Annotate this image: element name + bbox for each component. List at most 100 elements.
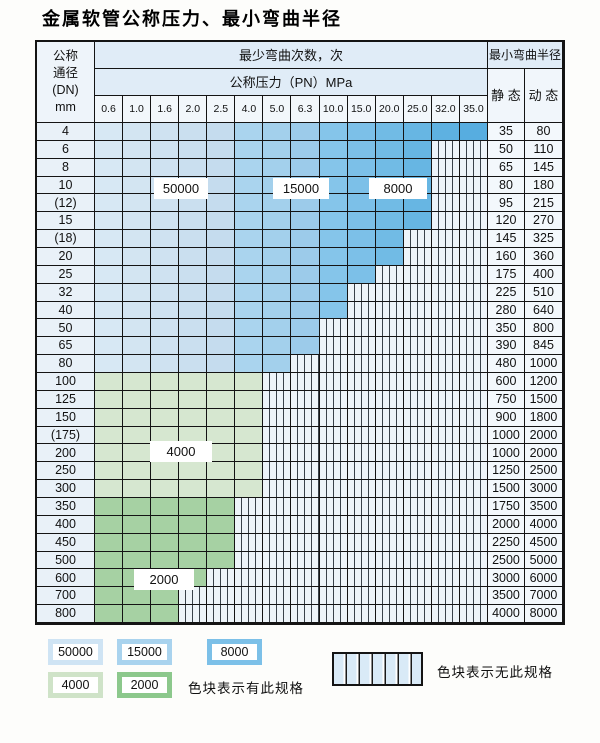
spec-available-cell [95,194,124,213]
spec-available-cell [123,444,152,463]
pressure-tick: 25.0 [403,96,432,123]
no-spec-cell [375,301,404,320]
spec-available-cell [375,248,404,266]
nominal-pressure-header: 公称压力（PN）MPa [95,69,488,96]
spec-available-cell [319,158,348,177]
dn-header-cell: 公称 通径 (DN) mm [37,42,95,123]
no-spec-cell [459,265,488,284]
spec-available-cell [291,212,320,231]
spec-available-cell [263,158,292,177]
no-spec-cell [431,426,460,445]
no-spec-cell [431,569,460,588]
legend-swatch-2000: 2000 [117,672,172,698]
spec-available-cell [179,230,208,248]
no-spec-cell [459,230,488,248]
no-spec-cell [431,212,460,231]
spec-available-cell [347,212,376,231]
no-spec-cell [459,408,488,427]
spec-available-cell [207,426,236,445]
no-spec-cell [375,498,404,516]
spec-available-cell [207,355,236,373]
dn-value-cell: 150 [37,408,95,427]
spec-available-cell [207,462,236,481]
no-spec-cell [319,355,348,373]
dynamic-column-header: 动 态 [524,69,563,123]
legend-has-spec-text: 色块表示有此规格 [188,681,304,696]
dynamic-radius-cell: 3500 [524,498,563,516]
spec-available-cell [151,462,180,481]
no-spec-cell [431,373,460,391]
no-spec-cell [347,408,376,427]
static-radius-cell: 160 [487,248,525,266]
spec-available-cell [179,123,208,141]
dn-value-cell: 32 [37,283,95,302]
cycle-count-flag: 2000 [134,569,194,590]
dn-value-cell: 100 [37,373,95,391]
no-spec-cell [403,605,432,623]
no-spec-cell [403,480,432,498]
no-spec-cell [403,248,432,266]
spec-available-cell [207,408,236,427]
no-spec-cell [291,587,320,606]
spec-available-cell [235,194,264,213]
dn-value-cell: (18) [37,230,95,248]
spec-available-cell [179,462,208,481]
no-spec-cell [319,480,348,498]
static-radius-cell: 225 [487,283,525,302]
no-spec-cell [403,355,432,373]
static-radius-cell: 2500 [487,551,525,570]
dn-value-cell: 50 [37,319,95,338]
spec-available-cell [235,373,264,391]
no-spec-cell [319,515,348,534]
no-spec-cell [291,390,320,409]
spec-available-cell [179,373,208,391]
spec-available-cell [179,355,208,373]
spec-available-cell [319,301,348,320]
no-spec-cell [375,337,404,356]
legend-no-spec-swatch [332,652,423,686]
dynamic-radius-cell: 4000 [524,515,563,534]
spec-available-cell [123,551,152,570]
spec-available-cell [151,498,180,516]
spec-available-cell [123,140,152,159]
pressure-tick: 0.6 [95,96,124,123]
spec-available-cell [95,337,124,356]
no-spec-cell [263,408,292,427]
no-spec-cell [403,230,432,248]
no-spec-cell [403,587,432,606]
spec-available-cell [207,498,236,516]
spec-available-cell [179,480,208,498]
dn-value-cell: 65 [37,337,95,356]
no-spec-cell [263,462,292,481]
dynamic-radius-cell: 800 [524,319,563,338]
no-spec-cell [347,319,376,338]
no-spec-cell [291,373,320,391]
no-spec-cell [459,426,488,445]
spec-available-cell [207,480,236,498]
spec-available-cell [95,176,124,195]
spec-available-cell [207,248,236,266]
dynamic-radius-cell: 4500 [524,533,563,552]
no-spec-cell [459,551,488,570]
no-spec-cell [347,355,376,373]
no-spec-cell [431,498,460,516]
no-spec-cell [459,283,488,302]
no-spec-cell [431,515,460,534]
no-spec-cell [403,426,432,445]
dn-value-cell: 800 [37,605,95,623]
no-spec-cell [179,587,208,606]
spec-available-cell [179,515,208,534]
dn-value-cell: 4 [37,123,95,141]
spec-available-cell [123,426,152,445]
spec-available-cell [179,301,208,320]
spec-available-cell [235,408,264,427]
no-spec-cell [347,426,376,445]
spec-available-cell [123,230,152,248]
no-spec-cell [291,408,320,427]
spec-available-cell [347,248,376,266]
spec-available-cell [235,462,264,481]
no-spec-cell [375,390,404,409]
spec-available-cell [207,283,236,302]
no-spec-cell [319,426,348,445]
spec-available-cell [235,212,264,231]
